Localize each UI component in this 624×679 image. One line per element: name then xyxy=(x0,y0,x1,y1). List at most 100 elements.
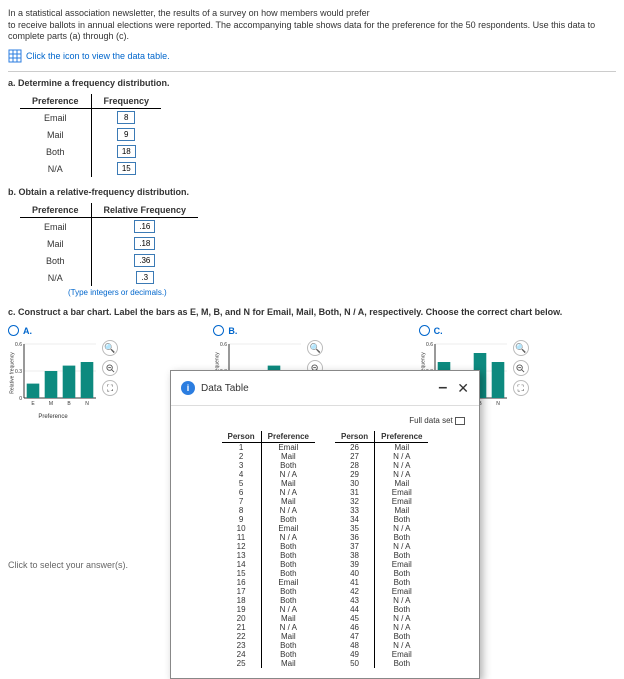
pref-cell: Email xyxy=(261,443,315,453)
radio-c[interactable] xyxy=(419,325,430,336)
person-cell: 30 xyxy=(335,479,375,488)
pref-cell: N/A xyxy=(20,269,91,286)
svg-text:0: 0 xyxy=(19,396,22,402)
person-cell: 10 xyxy=(222,524,262,533)
person-cell: 18 xyxy=(222,596,262,605)
person-cell: 20 xyxy=(222,614,262,623)
value-input[interactable]: 8 xyxy=(117,111,135,124)
person-cell: 22 xyxy=(222,632,262,641)
pref-cell: Both xyxy=(20,252,91,269)
person-cell: 33 xyxy=(335,506,375,515)
data-col-right: PersonPreference26Mail27N / A28N / A29N … xyxy=(335,431,428,668)
pref-cell: N / A xyxy=(375,614,429,623)
pref-cell: Email xyxy=(20,109,91,127)
pref-cell: N / A xyxy=(261,470,315,479)
pref-cell: Mail xyxy=(261,479,315,488)
person-cell: 48 xyxy=(335,641,375,650)
person-cell: 23 xyxy=(222,641,262,650)
person-cell: 12 xyxy=(222,542,262,551)
expand-icon[interactable]: ⛶ xyxy=(513,380,529,396)
print-icon[interactable] xyxy=(455,417,465,425)
pref-cell: N / A xyxy=(375,596,429,605)
pref-cell: N / A xyxy=(261,533,315,542)
pref-cell: Mail xyxy=(261,632,315,641)
person-cell: 35 xyxy=(335,524,375,533)
pref-cell: Both xyxy=(375,659,429,668)
pref-cell: Mail xyxy=(261,659,315,668)
pref-cell: N / A xyxy=(261,605,315,614)
pref-cell: N / A xyxy=(375,542,429,551)
value-input[interactable]: 18 xyxy=(117,145,136,158)
view-data-table-link[interactable]: Click the icon to view the data table. xyxy=(8,49,616,63)
person-cell: 47 xyxy=(335,632,375,641)
person-cell: 40 xyxy=(335,569,375,578)
person-cell: 41 xyxy=(335,578,375,587)
zoom-out-icon[interactable] xyxy=(102,360,118,376)
pref-cell: Both xyxy=(261,461,315,470)
person-cell: 28 xyxy=(335,461,375,470)
svg-text:E: E xyxy=(31,401,35,407)
pref-cell: Mail xyxy=(375,506,429,515)
value-input[interactable]: .18 xyxy=(134,237,155,250)
pref-cell: Both xyxy=(261,551,315,560)
minimize-icon[interactable]: – xyxy=(438,379,447,397)
pref-cell: N / A xyxy=(375,641,429,650)
x-axis-label: Preference xyxy=(8,414,98,420)
expand-icon[interactable]: ⛶ xyxy=(102,380,118,396)
zoom-in-icon[interactable]: 🔍 xyxy=(307,340,323,356)
person-cell: 21 xyxy=(222,623,262,632)
part-b-label: b. Obtain a relative-frequency distribut… xyxy=(8,187,616,197)
pref-cell: Mail xyxy=(261,497,315,506)
bar-chart-a: 00.30.6EMBN xyxy=(8,340,98,410)
pref-cell: Email xyxy=(261,578,315,587)
pref-cell: N / A xyxy=(261,488,315,497)
pref-cell: Both xyxy=(375,632,429,641)
value-input[interactable]: .3 xyxy=(136,271,154,284)
value-input[interactable]: 9 xyxy=(117,128,135,141)
problem-intro: In a statistical association newsletter,… xyxy=(8,8,616,43)
person-cell: 37 xyxy=(335,542,375,551)
person-cell: 6 xyxy=(222,488,262,497)
pref-cell: N / A xyxy=(261,623,315,632)
person-cell: 8 xyxy=(222,506,262,515)
close-icon[interactable]: ✕ xyxy=(457,380,469,397)
pref-cell: Both xyxy=(261,596,315,605)
part-a-label: a. Determine a frequency distribution. xyxy=(8,78,616,88)
info-icon: i xyxy=(181,381,195,395)
person-cell: 45 xyxy=(335,614,375,623)
pref-cell: Both xyxy=(375,533,429,542)
pref-cell: N/A xyxy=(20,160,91,177)
zoom-in-icon[interactable]: 🔍 xyxy=(102,340,118,356)
pref-cell: N / A xyxy=(375,623,429,632)
pref-cell: Mail xyxy=(20,126,91,143)
pref-cell: Mail xyxy=(375,443,429,453)
part-c-label: c. Construct a bar chart. Label the bars… xyxy=(8,307,616,317)
pref-cell: Both xyxy=(375,569,429,578)
person-cell: 11 xyxy=(222,533,262,542)
pref-cell: N / A xyxy=(261,506,315,515)
person-cell: 4 xyxy=(222,470,262,479)
choice-letter: B. xyxy=(228,326,237,336)
value-input[interactable]: .36 xyxy=(134,254,155,267)
svg-text:0.6: 0.6 xyxy=(15,342,22,348)
pref-cell: Both xyxy=(261,542,315,551)
link-text: Click the icon to view the data table. xyxy=(26,51,170,61)
value-input[interactable]: .16 xyxy=(134,220,155,233)
radio-b[interactable] xyxy=(213,325,224,336)
choice-letter: A. xyxy=(23,326,32,336)
zoom-in-icon[interactable]: 🔍 xyxy=(513,340,529,356)
svg-text:0.3: 0.3 xyxy=(15,369,22,375)
pref-cell: Email xyxy=(375,497,429,506)
person-cell: 43 xyxy=(335,596,375,605)
value-input[interactable]: 15 xyxy=(117,162,136,175)
person-cell: 1 xyxy=(222,443,262,453)
svg-text:N: N xyxy=(85,401,89,407)
person-cell: 26 xyxy=(335,443,375,453)
table-icon xyxy=(8,49,22,63)
pref-cell: N / A xyxy=(375,470,429,479)
pref-cell: Email xyxy=(375,587,429,596)
pref-cell: Email xyxy=(375,488,429,497)
zoom-out-icon[interactable] xyxy=(513,360,529,376)
person-cell: 24 xyxy=(222,650,262,659)
radio-a[interactable] xyxy=(8,325,19,336)
